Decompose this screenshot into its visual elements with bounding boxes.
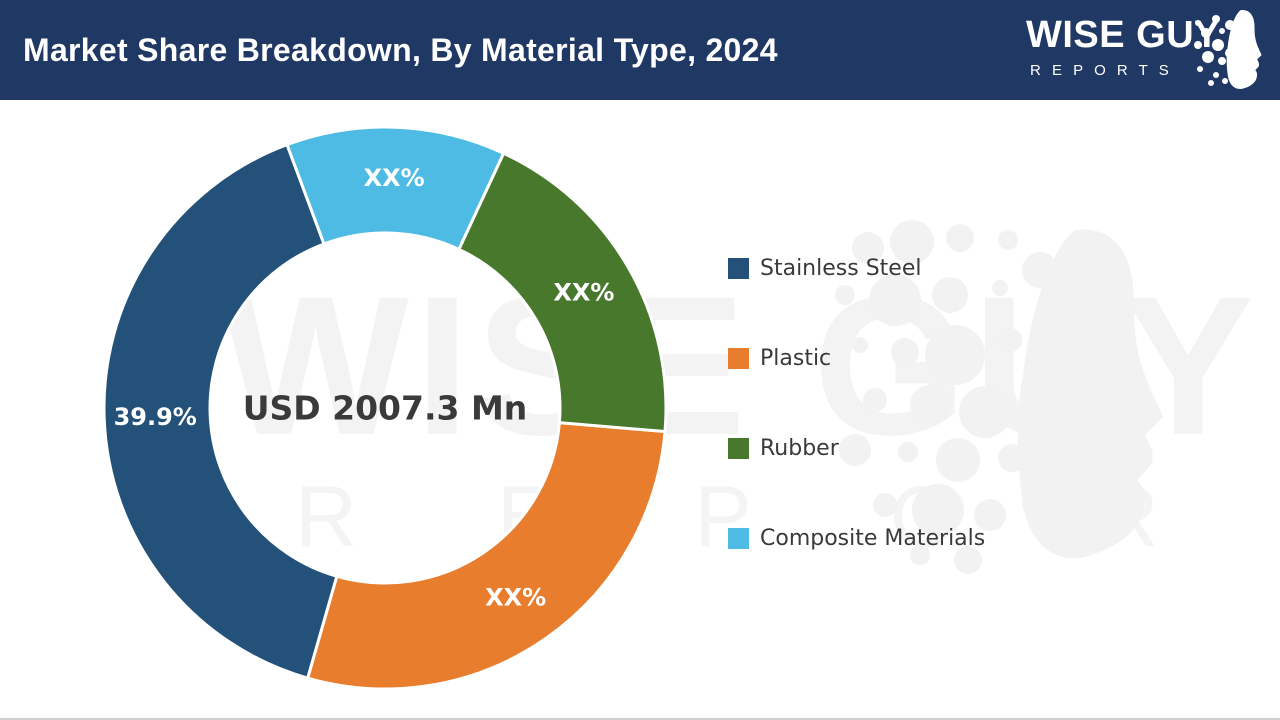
donut-slice-composite-materials	[285, 125, 506, 252]
header-bar: Market Share Breakdown, By Material Type…	[0, 0, 1280, 100]
slice-value-label: 39.9%	[114, 403, 197, 431]
legend-label: Composite Materials	[760, 525, 986, 551]
donut-slice-plastic	[305, 421, 667, 691]
logo-subtext: R E P O R T S	[1030, 62, 1172, 79]
page-title: Market Share Breakdown, By Material Type…	[23, 31, 778, 68]
donut-center-value: USD 2007.3 Mn	[243, 389, 528, 428]
slice-value-label: XX%	[485, 583, 546, 611]
legend-swatch	[728, 437, 749, 459]
legend-item-stainless-steel: Stainless Steel	[728, 255, 985, 281]
page-bottom-divider	[0, 718, 1280, 720]
donut-slice-rubber	[456, 151, 668, 434]
legend-item-plastic: Plastic	[728, 345, 985, 371]
legend-swatch	[728, 527, 749, 549]
legend-label: Stainless Steel	[760, 255, 922, 281]
legend-item-composite-materials: Composite Materials	[728, 525, 985, 551]
logo-face-icon	[1226, 10, 1262, 89]
legend-item-rubber: Rubber	[728, 435, 985, 461]
legend-swatch	[728, 257, 749, 279]
wise-guy-reports-logo: WISE GUY R E P O R T S	[1026, 10, 1262, 89]
donut-slice-stainless-steel	[102, 142, 339, 681]
logo-wordmark: WISE GUY	[1026, 14, 1220, 56]
legend-label: Plastic	[760, 345, 832, 371]
legend-swatch	[728, 347, 749, 369]
slice-value-label: XX%	[553, 279, 614, 307]
slice-value-label: XX%	[364, 164, 425, 192]
chart-legend: Stainless Steel Plastic Rubber Composite…	[728, 255, 985, 615]
legend-label: Rubber	[760, 435, 839, 461]
